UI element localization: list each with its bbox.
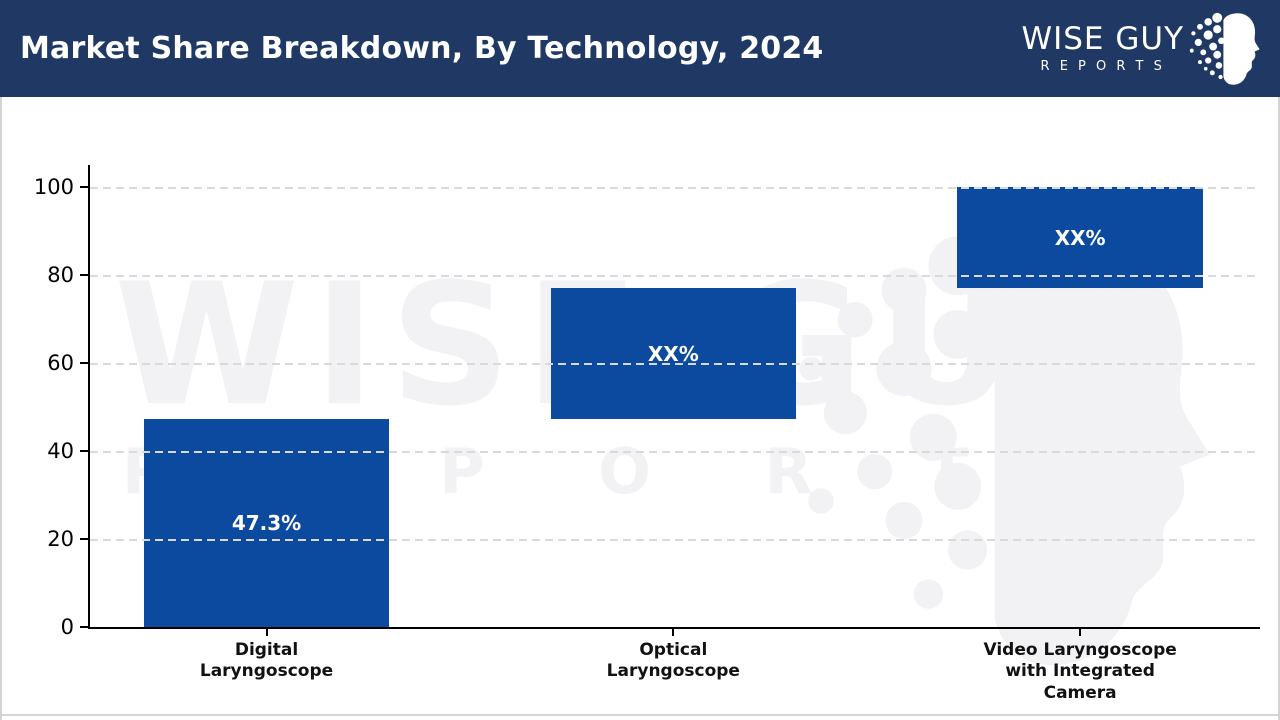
bar-value-label: XX% — [647, 341, 699, 366]
bar-1: 47.3% — [143, 418, 390, 627]
y-axis-tick-mark — [80, 274, 88, 276]
x-axis-tick-mark — [265, 629, 268, 636]
gridline — [90, 363, 1259, 365]
bar-2: XX% — [550, 288, 797, 419]
x-axis-tick-mark — [1079, 629, 1082, 636]
y-axis-tick-label: 80 — [47, 263, 74, 287]
gridline — [90, 275, 1259, 277]
plot-area: 47.3% XX% XX% — [90, 187, 1259, 627]
y-axis-tick-mark — [80, 362, 88, 364]
logo-face-icon — [1189, 12, 1260, 85]
x-axis-line — [88, 627, 1260, 629]
y-axis-tick-mark — [80, 186, 88, 188]
y-axis-line — [88, 165, 90, 629]
gridline — [90, 187, 1259, 189]
header-banner: Market Share Breakdown, By Technology, 2… — [0, 0, 1280, 97]
y-axis-tick-label: 60 — [47, 351, 74, 375]
logo-text: WISE GUY R E P O R T S — [1021, 21, 1184, 74]
y-axis-tick-label: 100 — [33, 175, 74, 199]
x-axis-label: Optical Laryngoscope — [606, 640, 740, 682]
gridline — [90, 539, 1259, 541]
y-axis-tick-mark — [80, 626, 88, 628]
x-axis-tick-mark — [672, 629, 675, 636]
x-axis-label: Video Laryngoscope with Integrated Camer… — [983, 640, 1177, 703]
page-title: Market Share Breakdown, By Technology, 2… — [20, 31, 824, 66]
y-axis-tick-mark — [80, 450, 88, 452]
chart-area: WISE GUY R E P O R T S 47.3%XX%XX% 02040… — [0, 97, 1280, 720]
bar-value-label: 47.3% — [231, 510, 302, 535]
logo-subtext: R E P O R T S — [1040, 59, 1165, 74]
wise-guy-logo: WISE GUY R E P O R T S — [1021, 7, 1260, 91]
y-axis-tick-mark — [80, 538, 88, 540]
y-axis-tick-label: 20 — [47, 527, 74, 551]
y-axis-tick-label: 40 — [47, 439, 74, 463]
logo-wordmark: WISE GUY — [1021, 21, 1184, 57]
bottom-divider — [2, 714, 1278, 716]
y-axis-tick-label: 0 — [60, 615, 74, 639]
gridline — [90, 451, 1259, 453]
bar-3: XX% — [957, 187, 1203, 289]
x-axis-label: Digital Laryngoscope — [199, 640, 334, 682]
bar-value-label: XX% — [1054, 225, 1106, 250]
